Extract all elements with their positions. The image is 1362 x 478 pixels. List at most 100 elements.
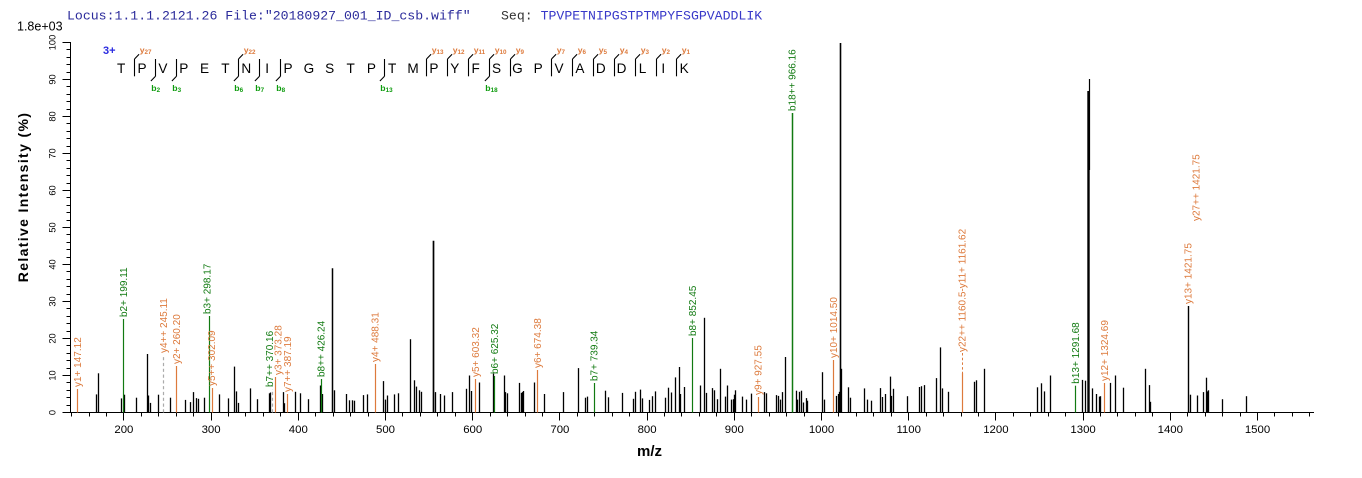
svg-text:1300: 1300 — [1070, 424, 1095, 436]
svg-text:P: P — [367, 61, 376, 76]
svg-text:Locus:1.1.1.2121.26 File:"2018: Locus:1.1.1.2121.26 File:"20180927_001_I… — [67, 9, 471, 24]
svg-text:y2+ 260.20: y2+ 260.20 — [172, 314, 183, 364]
svg-text:200: 200 — [114, 424, 133, 436]
svg-text:y10: y10 — [495, 45, 507, 56]
svg-text:y4++ 245.11: y4++ 245.11 — [159, 298, 170, 353]
svg-text:50: 50 — [48, 222, 58, 232]
svg-text:T: T — [388, 61, 396, 76]
svg-text:b18: b18 — [485, 83, 498, 94]
svg-text:M: M — [407, 61, 418, 76]
svg-text:I: I — [661, 61, 665, 76]
svg-text:T: T — [346, 61, 354, 76]
svg-text:1100: 1100 — [896, 424, 921, 436]
svg-text:b18++ 966.16: b18++ 966.16 — [788, 49, 799, 111]
svg-text:b2: b2 — [151, 83, 160, 94]
svg-text:3+: 3+ — [103, 45, 116, 57]
svg-text:y9+ 927.55: y9+ 927.55 — [754, 345, 765, 395]
svg-text:y12+ 1324.69: y12+ 1324.69 — [1100, 320, 1111, 381]
svg-text:S: S — [325, 61, 334, 76]
svg-text:100: 100 — [48, 35, 58, 51]
svg-text:P: P — [534, 61, 543, 76]
svg-text:y22: y22 — [244, 45, 256, 56]
svg-text:y1+ 147.12: y1+ 147.12 — [73, 337, 84, 387]
svg-text:600: 600 — [463, 424, 482, 436]
svg-text:1500: 1500 — [1245, 424, 1270, 436]
svg-text:y3: y3 — [641, 45, 650, 56]
svg-text:y11: y11 — [474, 45, 486, 56]
svg-text:30: 30 — [48, 296, 58, 306]
svg-text:S: S — [492, 61, 501, 76]
svg-text:b3: b3 — [172, 83, 181, 94]
svg-text:T: T — [117, 61, 125, 76]
svg-text:40: 40 — [48, 259, 58, 269]
svg-text:P: P — [138, 61, 147, 76]
svg-text:y4+ 488.31: y4+ 488.31 — [371, 312, 382, 362]
svg-text:b8++ 426.24: b8++ 426.24 — [317, 320, 328, 377]
svg-text:V: V — [158, 61, 167, 76]
svg-text:V: V — [555, 61, 564, 76]
svg-text:b8+ 852.45: b8+ 852.45 — [688, 285, 699, 336]
svg-text:F: F — [472, 61, 480, 76]
svg-text:900: 900 — [725, 424, 744, 436]
svg-text:700: 700 — [550, 424, 569, 436]
svg-text:10: 10 — [48, 370, 58, 380]
svg-text:D: D — [596, 61, 606, 76]
svg-text:1400: 1400 — [1158, 424, 1183, 436]
svg-text:y27: y27 — [140, 45, 152, 56]
svg-text:y27++ 1421.75: y27++ 1421.75 — [1191, 154, 1202, 221]
svg-text:y6+ 674.38: y6+ 674.38 — [533, 318, 544, 368]
svg-text:Seq: TPVPETNIPGSTPTMPYFSGPVADD: Seq: TPVPETNIPGSTPTMPYFSGPVADDLIK — [501, 9, 762, 24]
svg-text:y7: y7 — [557, 45, 566, 56]
svg-text:I: I — [265, 61, 269, 76]
svg-text:0: 0 — [48, 410, 58, 415]
svg-text:b3+ 298.17: b3+ 298.17 — [203, 263, 214, 314]
svg-text:Y: Y — [450, 61, 459, 76]
svg-text:300: 300 — [202, 424, 221, 436]
svg-text:y13+ 1421.75: y13+ 1421.75 — [1183, 243, 1194, 304]
svg-text:y2: y2 — [662, 45, 671, 56]
svg-text:b7+ 739.34: b7+ 739.34 — [590, 330, 601, 381]
svg-text:K: K — [680, 61, 689, 76]
svg-text:P: P — [429, 61, 438, 76]
svg-text:y5++ 302.09: y5++ 302.09 — [207, 330, 218, 386]
svg-text:80: 80 — [48, 111, 58, 121]
svg-text:b13+ 1291.68: b13+ 1291.68 — [1071, 322, 1082, 384]
svg-text:y10+ 1014.50: y10+ 1014.50 — [829, 297, 840, 358]
svg-text:G: G — [512, 61, 523, 76]
svg-text:D: D — [617, 61, 627, 76]
svg-text:y4: y4 — [620, 45, 629, 56]
svg-text:y13: y13 — [432, 45, 444, 56]
svg-text:60: 60 — [48, 185, 58, 195]
svg-text:1200: 1200 — [983, 424, 1008, 436]
svg-text:P: P — [179, 61, 188, 76]
svg-text:b6+ 625.32: b6+ 625.32 — [490, 323, 501, 374]
svg-text:b13: b13 — [380, 83, 393, 94]
svg-text:b2+ 199.11: b2+ 199.11 — [119, 267, 130, 317]
svg-text:Relative Intensity (%): Relative Intensity (%) — [15, 112, 31, 283]
svg-text:y6: y6 — [578, 45, 587, 56]
svg-text:400: 400 — [289, 424, 308, 436]
svg-text:b7++ 370.16: b7++ 370.16 — [265, 330, 276, 387]
svg-text:y12: y12 — [453, 45, 465, 56]
svg-text:70: 70 — [48, 148, 58, 158]
svg-text:500: 500 — [376, 424, 395, 436]
svg-text:L: L — [639, 61, 647, 76]
svg-text:y22++ 1160.5-y11+ 1161.62: y22++ 1160.5-y11+ 1161.62 — [957, 228, 968, 352]
svg-text:90: 90 — [48, 74, 58, 84]
svg-text:y3+ 373.28: y3+ 373.28 — [274, 325, 285, 375]
svg-text:800: 800 — [638, 424, 657, 436]
svg-text:A: A — [575, 61, 585, 76]
svg-text:b7: b7 — [255, 83, 264, 94]
svg-text:y1: y1 — [682, 45, 691, 56]
svg-text:20: 20 — [48, 333, 58, 343]
svg-text:y7++ 387.19: y7++ 387.19 — [283, 336, 294, 392]
svg-text:y5: y5 — [599, 45, 608, 56]
svg-text:y9: y9 — [516, 45, 525, 56]
svg-text:T: T — [221, 61, 229, 76]
svg-text:G: G — [304, 61, 315, 76]
svg-text:P: P — [283, 61, 292, 76]
svg-text:b8: b8 — [276, 83, 285, 94]
svg-text:m/z: m/z — [637, 443, 662, 460]
svg-text:1000: 1000 — [809, 424, 834, 436]
svg-text:1.8e+03: 1.8e+03 — [17, 20, 63, 34]
